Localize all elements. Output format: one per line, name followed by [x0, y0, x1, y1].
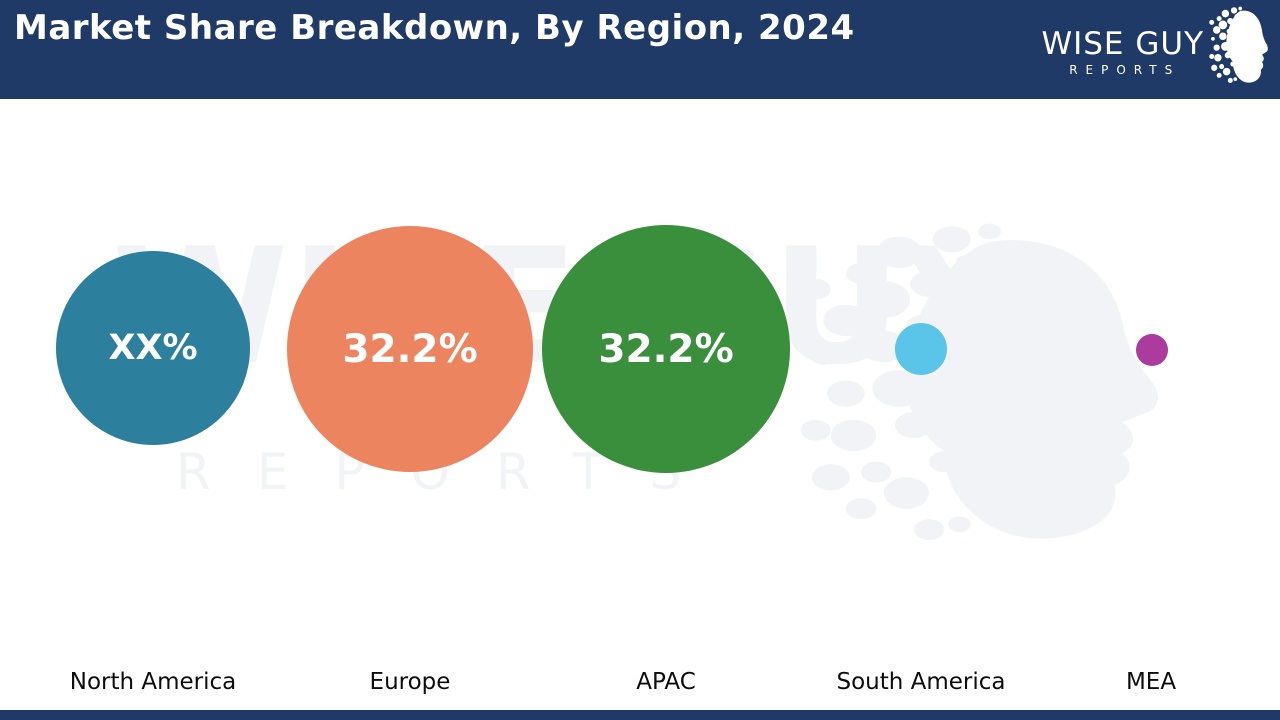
brand-logo: WISE GUY REPORTS — [1041, 6, 1270, 88]
bubble-value-label: 32.2% — [342, 326, 478, 372]
category-label-europe: Europe — [369, 669, 451, 695]
bubble-value-label: 32.2% — [598, 326, 734, 372]
bubble-europe: 32.2% — [287, 226, 533, 472]
brand-logo-text: WISE GUY REPORTS — [1041, 27, 1204, 77]
category-label-apac: APAC — [636, 669, 696, 695]
wiseguy-head-icon — [1208, 6, 1270, 88]
category-label-south-america: South America — [836, 669, 1006, 695]
bubble-apac: 32.2% — [542, 225, 790, 473]
brand-subtext: REPORTS — [1069, 63, 1181, 78]
footer-bar — [0, 710, 1280, 720]
watermark-head-icon — [793, 221, 1171, 561]
category-label-mea: MEA — [1125, 669, 1177, 695]
header-bar: Market Share Breakdown, By Region, 2024 … — [0, 0, 1280, 99]
category-label-north-america: North America — [69, 669, 237, 695]
bubble-mea — [1136, 334, 1168, 366]
bubble-value-label: XX% — [108, 328, 198, 368]
brand-wordmark: WISE GUY — [1041, 25, 1204, 62]
bubble-north-america: XX% — [56, 251, 250, 445]
bubble-south-america — [895, 323, 947, 375]
page-title: Market Share Breakdown, By Region, 2024 — [14, 8, 855, 48]
bubble-chart: WISE GUY REPORTS XX% 32.2% 32.2% North A… — [0, 99, 1280, 710]
